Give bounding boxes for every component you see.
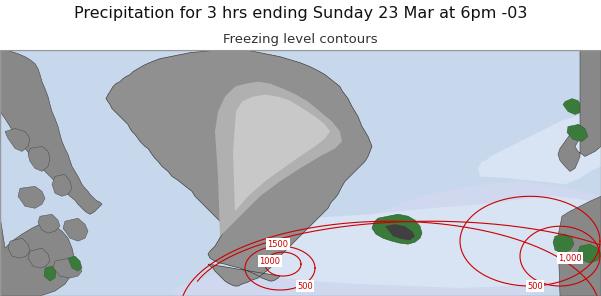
Polygon shape (372, 214, 422, 244)
Polygon shape (563, 99, 582, 115)
Polygon shape (28, 248, 50, 268)
Polygon shape (258, 196, 601, 288)
Polygon shape (567, 125, 588, 141)
Polygon shape (0, 50, 102, 214)
Polygon shape (8, 238, 30, 258)
Polygon shape (52, 174, 72, 196)
Polygon shape (478, 134, 601, 184)
Polygon shape (233, 95, 330, 211)
Text: 500: 500 (297, 281, 313, 291)
Polygon shape (18, 186, 45, 208)
Polygon shape (170, 181, 601, 296)
Text: Precipitation for 3 hrs ending Sunday 23 Mar at 6pm -03: Precipitation for 3 hrs ending Sunday 23… (74, 6, 527, 21)
Text: 500: 500 (527, 281, 543, 291)
Polygon shape (5, 128, 30, 152)
Polygon shape (480, 112, 601, 171)
Polygon shape (44, 266, 56, 281)
Polygon shape (385, 224, 415, 240)
Text: Freezing level contours: Freezing level contours (223, 33, 378, 46)
Polygon shape (63, 218, 88, 241)
Polygon shape (68, 256, 82, 271)
Text: 1500: 1500 (267, 240, 288, 249)
Polygon shape (38, 214, 60, 233)
Polygon shape (0, 50, 601, 296)
Polygon shape (0, 216, 75, 296)
Text: 1,000: 1,000 (558, 254, 582, 263)
Polygon shape (578, 244, 601, 263)
Polygon shape (28, 147, 50, 171)
Polygon shape (553, 234, 574, 253)
Polygon shape (53, 258, 82, 278)
Polygon shape (558, 50, 601, 171)
Polygon shape (558, 196, 601, 296)
Text: 1000: 1000 (260, 257, 281, 266)
Polygon shape (215, 82, 342, 236)
Polygon shape (106, 50, 372, 286)
